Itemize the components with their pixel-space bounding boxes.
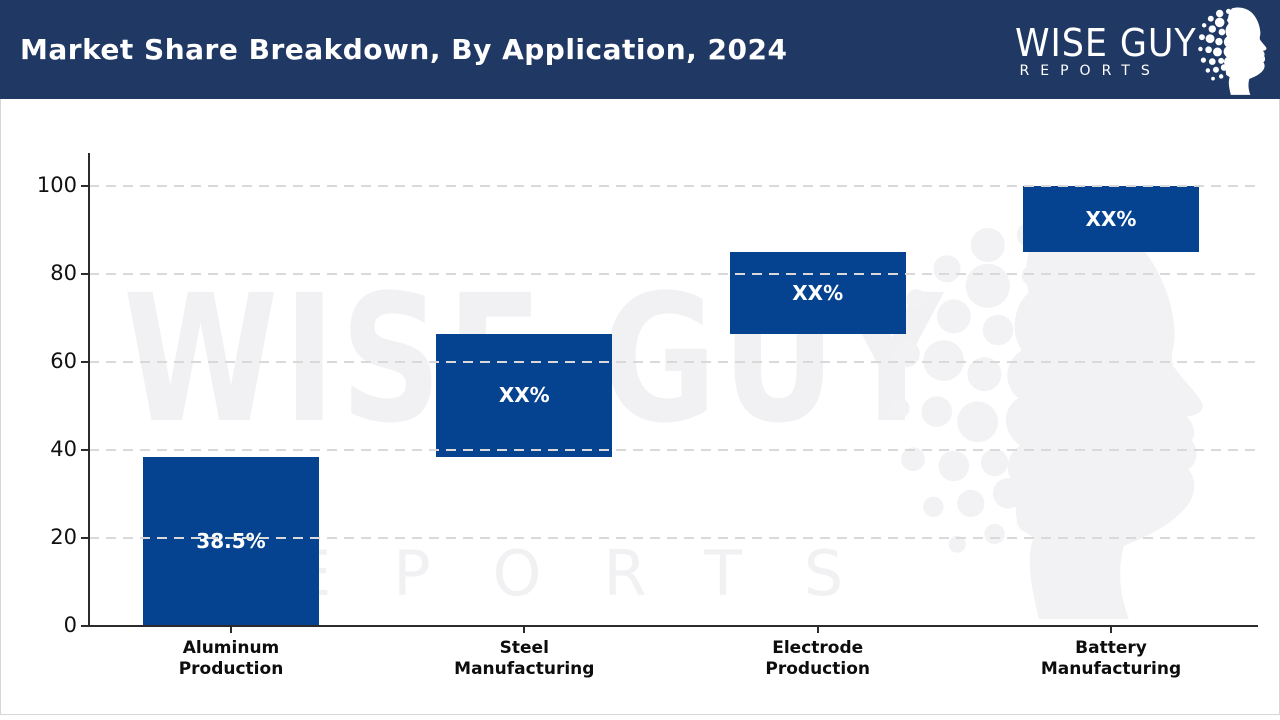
y-tick-mark-100 bbox=[81, 185, 88, 187]
x-axis-line bbox=[88, 625, 1258, 627]
gridline-80 bbox=[89, 273, 1257, 275]
x-tick-mark-battery bbox=[1110, 626, 1112, 633]
bar-value-label-electrode: XX% bbox=[792, 281, 844, 306]
x-tick-mark-steel bbox=[523, 626, 526, 633]
bar-aluminum: 38.5% bbox=[143, 456, 319, 626]
logo-subtitle: REPORTS bbox=[1019, 63, 1161, 80]
bar-value-label-steel: XX% bbox=[498, 383, 550, 408]
header-banner: Market Share Breakdown, By Application, … bbox=[0, 0, 1280, 99]
y-tick-label-20: 20 bbox=[50, 525, 77, 549]
y-axis-line bbox=[88, 153, 90, 627]
chart-area: WISE GUY REPORTS 0 20 40 60 80 100 38.5% Alumin… bbox=[0, 99, 1280, 715]
category-label-battery: Battery Manufacturing bbox=[1040, 638, 1182, 679]
y-tick-mark-60 bbox=[81, 361, 88, 363]
category-label-aluminum: Aluminum Production bbox=[178, 638, 284, 679]
bar-value-label-aluminum: 38.5% bbox=[196, 529, 266, 554]
x-tick-mark-electrode bbox=[816, 626, 819, 633]
y-tick-label-0: 0 bbox=[63, 613, 77, 637]
gridline-60 bbox=[89, 361, 1257, 363]
y-tick-label-80: 80 bbox=[50, 261, 77, 285]
category-label-electrode: Electrode Production bbox=[765, 638, 870, 679]
y-tick-label-40: 40 bbox=[50, 437, 77, 461]
gridline-100 bbox=[89, 185, 1257, 187]
y-tick-mark-40 bbox=[81, 449, 88, 451]
y-tick-mark-80 bbox=[81, 273, 88, 275]
x-tick-mark-aluminum bbox=[230, 626, 232, 633]
bar-steel: XX% bbox=[436, 334, 613, 457]
y-tick-label-60: 60 bbox=[50, 349, 77, 373]
bar-battery: XX% bbox=[1023, 186, 1199, 253]
head-profile-icon bbox=[1196, 6, 1270, 95]
bar-value-label-battery: XX% bbox=[1085, 207, 1137, 232]
gridline-40 bbox=[89, 449, 1257, 451]
gridline-20 bbox=[89, 537, 1257, 539]
y-tick-label-100: 100 bbox=[36, 173, 77, 197]
y-tick-mark-20 bbox=[81, 537, 88, 539]
logo-wordmark: WISE GUY bbox=[1014, 21, 1197, 66]
y-tick-mark-0 bbox=[81, 625, 88, 627]
wiseguy-logo-text: WISE GUY REPORTS bbox=[1014, 21, 1212, 80]
wiseguy-logo: WISE GUY REPORTS bbox=[1015, 4, 1270, 96]
page-title: Market Share Breakdown, By Application, … bbox=[20, 33, 788, 66]
category-label-steel: Steel Manufacturing bbox=[454, 638, 595, 679]
bar-electrode: XX% bbox=[729, 252, 906, 335]
